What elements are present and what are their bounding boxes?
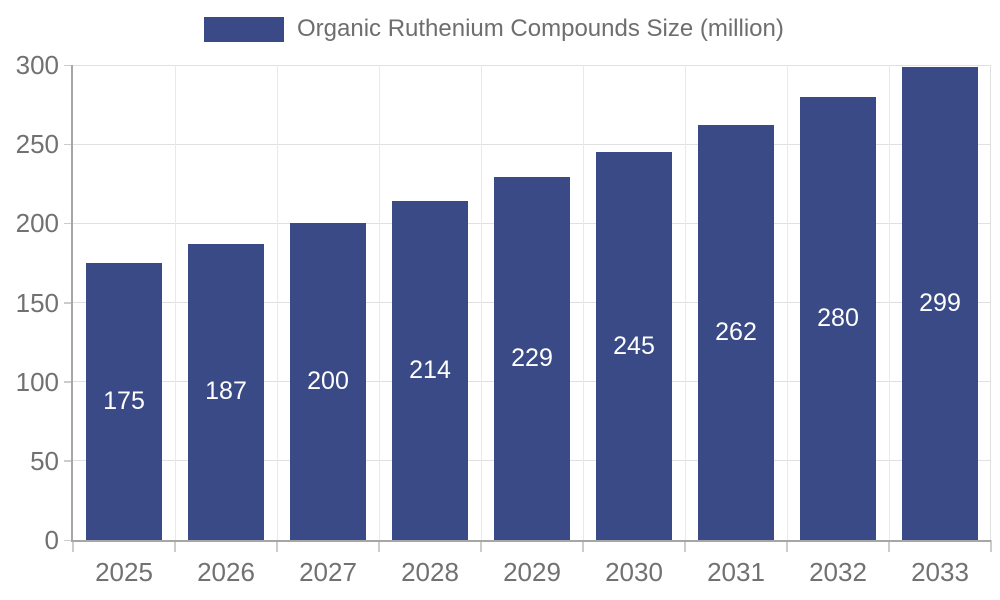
bar-2026[interactable]: 187 [188, 243, 264, 540]
plot-border-right [990, 65, 991, 540]
x-axis-label: 2028 [401, 557, 459, 587]
bar-2033[interactable]: 299 [902, 66, 978, 540]
bar-value-label: 187 [205, 377, 247, 406]
gridline-vertical [684, 65, 686, 540]
gridline-vertical [174, 65, 176, 540]
bar-value-label: 245 [613, 331, 655, 360]
x-axis-line [71, 540, 991, 542]
x-axis-label: 2032 [809, 557, 867, 587]
bar-value-label: 280 [817, 303, 859, 332]
gridline-horizontal [73, 64, 991, 66]
x-axis-tick [480, 540, 482, 552]
gridline-vertical [480, 65, 482, 540]
x-axis-tick [276, 540, 278, 552]
bar-2027[interactable]: 200 [290, 223, 366, 540]
y-axis-tick [64, 222, 73, 225]
y-axis-label: 100 [15, 366, 59, 397]
y-axis-tick [64, 460, 73, 462]
bar-2025[interactable]: 175 [86, 262, 162, 540]
gridline-vertical [786, 65, 788, 540]
bar-2028[interactable]: 214 [392, 201, 468, 540]
x-axis-label: 2031 [707, 557, 765, 587]
bar-value-label: 229 [511, 344, 553, 373]
y-axis-label: 150 [15, 287, 59, 318]
bar-value-label: 175 [103, 386, 145, 415]
x-axis-label: 2025 [95, 557, 153, 587]
gridline-vertical [276, 65, 278, 540]
legend-swatch [204, 16, 284, 42]
legend-item[interactable]: Organic Ruthenium Compounds Size (millio… [204, 13, 784, 45]
y-axis-label: 200 [15, 208, 59, 239]
bar-2031[interactable]: 262 [698, 125, 774, 540]
x-axis-tick [72, 540, 74, 552]
y-axis-tick [64, 64, 73, 66]
bar-value-label: 214 [409, 356, 451, 385]
y-axis-label: 300 [15, 50, 59, 80]
y-axis-label: 50 [30, 445, 59, 476]
gridline-vertical [378, 65, 380, 540]
bar-value-label: 262 [715, 318, 757, 347]
x-axis-tick [888, 540, 890, 552]
x-axis-label: 2030 [605, 557, 663, 587]
y-axis-label: 250 [15, 129, 59, 160]
x-axis-label: 2026 [197, 557, 255, 587]
x-axis-label: 2029 [503, 557, 561, 587]
bar-2030[interactable]: 245 [596, 152, 672, 540]
gridline-horizontal [73, 143, 991, 145]
x-axis-tick [582, 540, 584, 552]
x-axis-tick [786, 540, 788, 552]
y-axis-tick [64, 381, 73, 383]
y-axis-label: 0 [44, 525, 59, 555]
bar-value-label: 299 [919, 288, 961, 317]
y-axis-line [71, 65, 73, 542]
legend-label: Organic Ruthenium Compounds Size (millio… [297, 15, 784, 42]
bar-2029[interactable]: 229 [494, 177, 570, 540]
x-axis-tick [990, 540, 992, 552]
gridline-vertical [888, 65, 890, 540]
x-axis-label: 2027 [299, 557, 357, 587]
gridline-vertical [582, 65, 584, 540]
x-axis-label: 2033 [911, 557, 969, 587]
y-axis-tick [64, 143, 73, 146]
y-axis-tick [64, 539, 73, 541]
y-axis-tick [64, 302, 73, 304]
x-axis-tick [174, 540, 176, 552]
x-axis-tick [684, 540, 686, 552]
bar-value-label: 200 [307, 367, 349, 396]
x-axis-tick [378, 540, 380, 552]
bar-2032[interactable]: 280 [800, 96, 876, 540]
